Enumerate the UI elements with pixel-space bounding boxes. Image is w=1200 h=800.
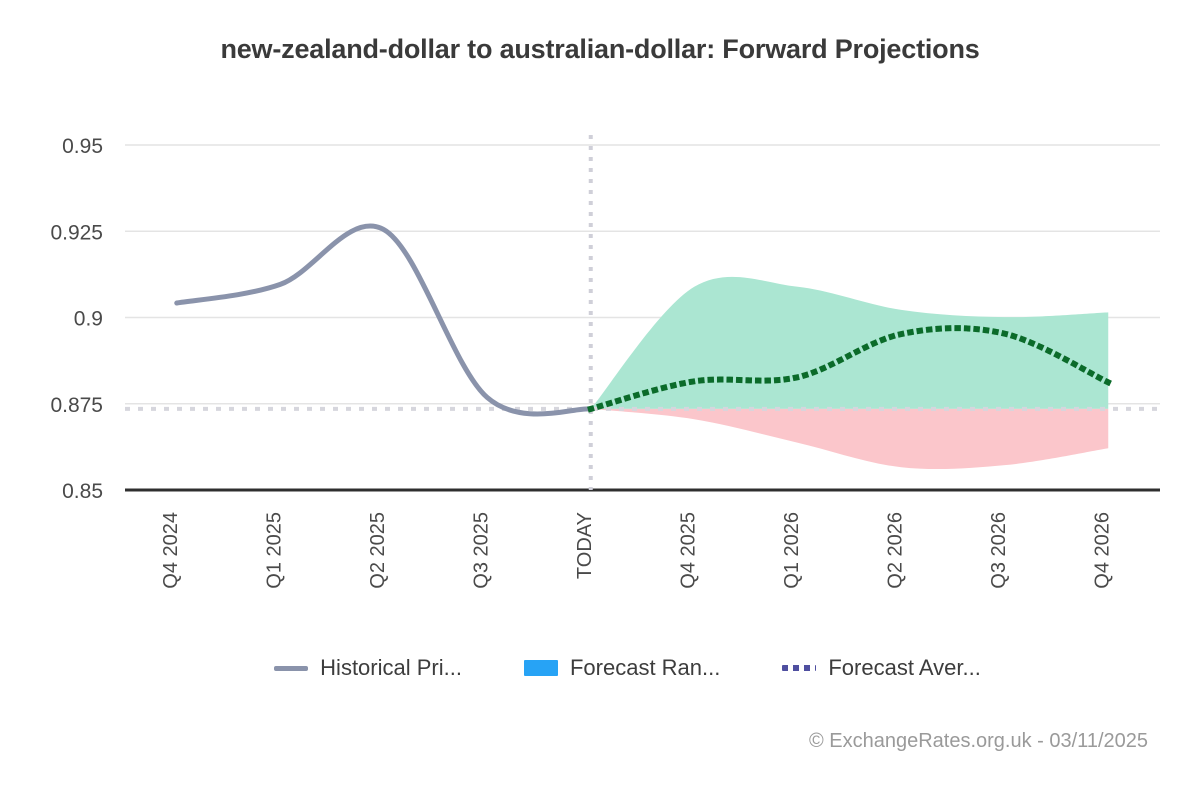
legend-item-forecast-average[interactable]: Forecast Aver... bbox=[782, 655, 981, 681]
svg-text:Q4 2024: Q4 2024 bbox=[160, 512, 182, 589]
svg-text:Q3 2026: Q3 2026 bbox=[988, 512, 1010, 589]
chart-legend: Historical Pri... Forecast Ran... Foreca… bbox=[125, 655, 1130, 681]
svg-text:TODAY: TODAY bbox=[574, 512, 596, 579]
forecast-average-swatch-icon bbox=[782, 665, 817, 671]
svg-text:Q4 2025: Q4 2025 bbox=[677, 512, 699, 589]
chart-title: new-zealand-dollar to australian-dollar:… bbox=[220, 34, 980, 64]
copyright-credit: © ExchangeRates.org.uk - 03/11/2025 bbox=[808, 730, 1148, 752]
svg-text:Q2 2025: Q2 2025 bbox=[367, 512, 389, 589]
historical-price-line bbox=[174, 223, 594, 417]
legend-label-forecast-range: Forecast Ran... bbox=[569, 655, 721, 680]
svg-text:Q4 2026: Q4 2026 bbox=[1091, 512, 1113, 589]
forecast-average-line bbox=[587, 325, 1113, 413]
svg-text:0.875: 0.875 bbox=[50, 394, 103, 417]
forecast-band-lower-fill bbox=[590, 408, 1109, 470]
x-axis-tick-labels: Q4 2024 Q1 2025 Q2 2025 Q3 2025 TODAY Q4 2025… bbox=[160, 512, 1114, 589]
svg-text:0.85: 0.85 bbox=[62, 480, 103, 503]
legend-label-historical-price: Historical Pri... bbox=[320, 655, 462, 680]
y-axis-tick-labels: 0.85 0.875 0.9 0.925 0.95 bbox=[50, 135, 103, 503]
svg-text:Q1 2026: Q1 2026 bbox=[781, 512, 803, 589]
historical-price-swatch-icon bbox=[274, 665, 309, 671]
svg-text:Q1 2025: Q1 2025 bbox=[263, 512, 285, 589]
svg-text:Q3 2025: Q3 2025 bbox=[470, 512, 492, 589]
forecast-range-swatch-icon bbox=[523, 660, 558, 676]
svg-text:Q2 2026: Q2 2026 bbox=[884, 512, 906, 589]
svg-text:0.9: 0.9 bbox=[74, 308, 103, 331]
legend-item-historical-price[interactable]: Historical Pri... bbox=[274, 655, 462, 681]
forecast-band-upper-fill bbox=[590, 276, 1109, 409]
legend-label-forecast-average: Forecast Aver... bbox=[828, 655, 981, 680]
svg-text:0.925: 0.925 bbox=[50, 221, 103, 244]
svg-text:0.95: 0.95 bbox=[62, 135, 103, 158]
legend-item-forecast-range[interactable]: Forecast Ran... bbox=[523, 655, 721, 681]
